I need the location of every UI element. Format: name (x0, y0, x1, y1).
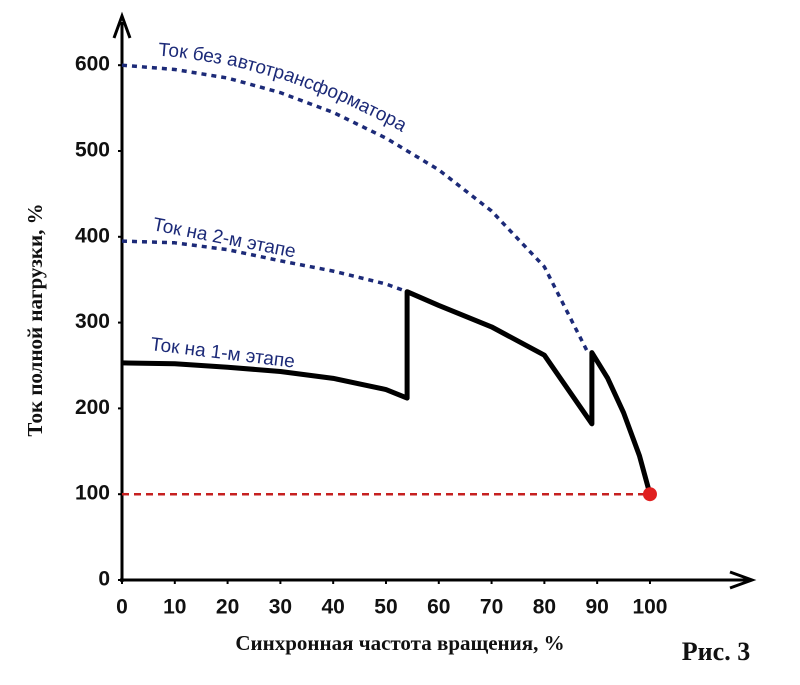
series-label: Ток на 2-м этапе (151, 214, 297, 262)
y-tick-label: 300 (75, 310, 110, 333)
y-tick-label: 600 (75, 53, 110, 76)
y-tick-label: 500 (75, 139, 110, 162)
series-line (121, 239, 408, 294)
x-tick-label: 40 (322, 596, 345, 619)
x-tick-label: 80 (533, 596, 556, 619)
series-label: Ток без автотрансформатора (157, 40, 410, 137)
y-tick-label: 0 (98, 568, 110, 591)
caption: Рис. 3 (682, 637, 750, 666)
series-line (121, 289, 653, 495)
x-tick-label: 60 (427, 596, 450, 619)
y-tick-label: 400 (75, 224, 110, 247)
series-line (121, 63, 589, 351)
x-tick-label: 10 (163, 596, 186, 619)
x-tick-label: 0 (116, 596, 128, 619)
x-tick-label: 50 (374, 596, 397, 619)
x-axis-label: Синхронная частота вращения, % (235, 631, 564, 655)
end-marker (642, 487, 657, 502)
x-axis-arrow (729, 570, 757, 590)
series-label-text: Ток без автотрансформатора (157, 40, 410, 137)
x-tick-label: 100 (632, 596, 667, 619)
y-tick-label: 200 (75, 396, 110, 419)
x-tick-label: 70 (480, 596, 503, 619)
x-tick-label: 20 (216, 596, 239, 619)
x-tick-label: 90 (585, 596, 608, 619)
x-tick-label: 30 (269, 596, 292, 619)
y-axis-arrow (112, 11, 132, 39)
y-axis-label: Ток полной нагрузки, % (23, 203, 47, 436)
y-tick-label: 100 (75, 482, 110, 505)
